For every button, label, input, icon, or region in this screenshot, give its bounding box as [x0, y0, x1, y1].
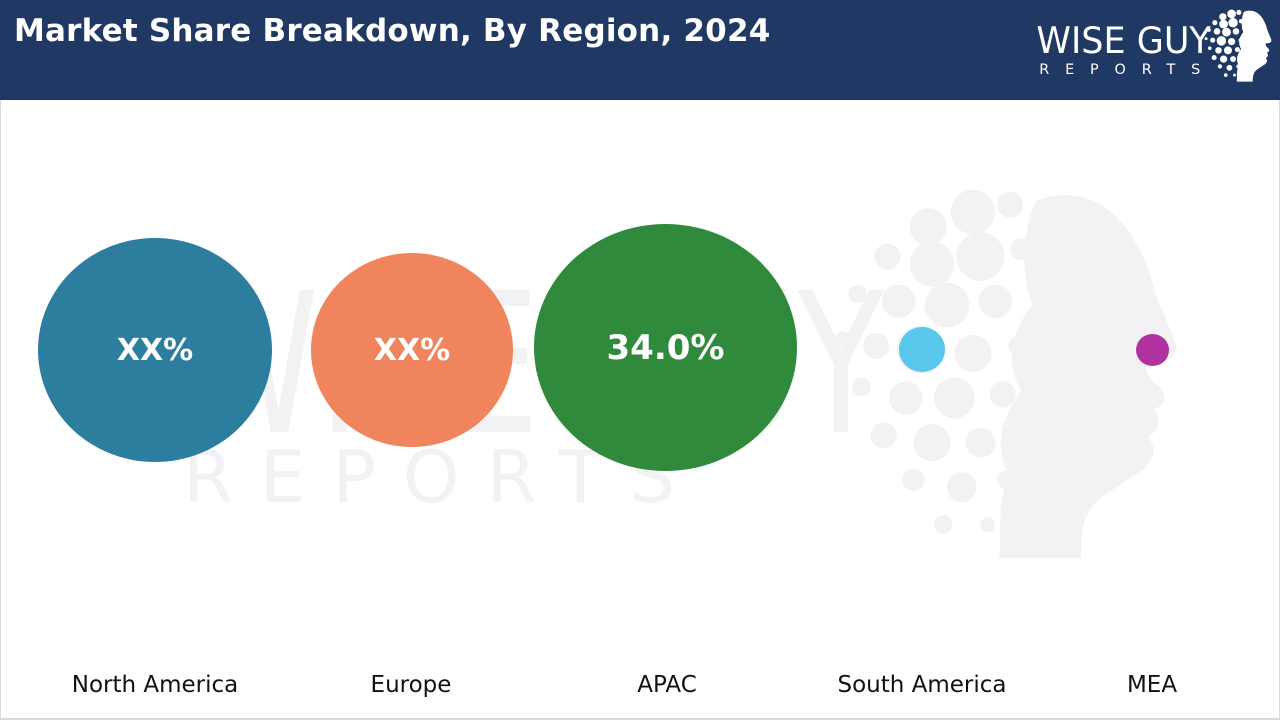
chart-area: WISE GUY REPORTS XX% XX% 34.0% North Ame…	[0, 100, 1280, 720]
page-title: Market Share Breakdown, By Region, 2024	[14, 13, 771, 49]
bubble-value-label: XX%	[116, 332, 194, 368]
category-label-apac: APAC	[637, 672, 697, 698]
bubble-south-america	[899, 327, 945, 372]
category-label-south-america: South America	[837, 672, 1007, 698]
logo-head-icon	[1204, 9, 1272, 82]
bubble-europe: XX%	[311, 253, 513, 447]
category-label-north-america: North America	[71, 672, 239, 698]
bubble-value-label: 34.0%	[606, 327, 725, 368]
bubble-value-label: XX%	[373, 332, 451, 368]
logo-subtext: REPORTS	[1039, 62, 1200, 78]
category-label-europe: Europe	[370, 672, 452, 698]
logo-wordmark: WISE GUY	[1036, 19, 1211, 62]
wise-guy-reports-logo: WISE GUY REPORTS	[1036, 9, 1272, 82]
category-label-mea: MEA	[1126, 672, 1178, 698]
header-bar: Market Share Breakdown, By Region, 2024 …	[0, 0, 1280, 100]
bubble-mea	[1136, 334, 1169, 366]
bubble-apac: 34.0%	[534, 224, 797, 471]
bubble-north-america: XX%	[38, 238, 272, 462]
watermark-head-icon	[835, 189, 1177, 558]
